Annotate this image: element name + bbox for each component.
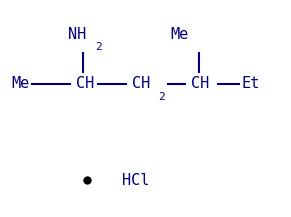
Text: Et: Et <box>242 76 260 91</box>
Text: HCl: HCl <box>122 173 150 188</box>
Text: CH: CH <box>76 76 94 91</box>
Text: 2: 2 <box>159 92 165 102</box>
Text: Me: Me <box>12 76 30 91</box>
Text: Me: Me <box>170 27 189 42</box>
Text: 2: 2 <box>95 42 102 52</box>
Text: CH: CH <box>132 76 151 91</box>
Text: NH: NH <box>68 27 87 42</box>
Text: CH: CH <box>191 76 209 91</box>
